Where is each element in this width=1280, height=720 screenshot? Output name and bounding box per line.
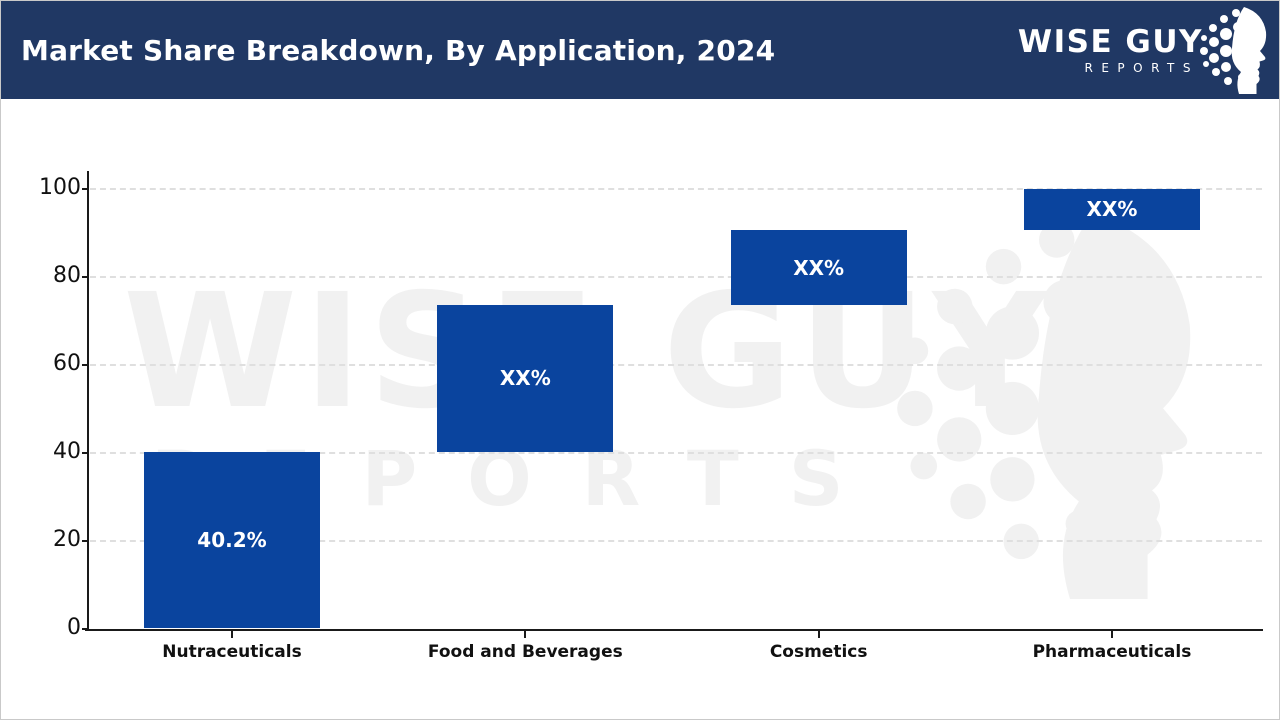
bar-value-label: XX% <box>793 255 845 280</box>
logo-subtitle: REPORTS <box>1084 61 1199 76</box>
bar-value-label: XX% <box>499 366 551 391</box>
x-tick-mark <box>524 630 527 638</box>
y-tick-mark <box>82 275 89 278</box>
y-tick-label: 40 <box>53 438 81 464</box>
x-tick-mark <box>231 630 233 638</box>
bar-cosmetics: XX% <box>730 230 907 306</box>
bar-food-and-beverages: XX% <box>437 305 614 452</box>
y-tick-mark <box>82 451 89 454</box>
wiseguy-logo: WISE GUY REPORTS <box>1017 7 1267 94</box>
y-tick-label: 60 <box>53 350 81 376</box>
x-tick-label-cosmetics: Cosmetics <box>769 641 868 662</box>
y-tick-mark <box>82 539 89 542</box>
logo-wordmark: WISE GUY <box>1017 23 1203 60</box>
gridline-y-100 <box>90 187 1262 190</box>
bar-nutraceuticals: 40.2% <box>144 451 320 629</box>
bar-pharmaceuticals: XX% <box>1023 188 1200 231</box>
bar-value-label: XX% <box>1086 197 1138 222</box>
y-tick-label: 20 <box>53 526 81 552</box>
bar-value-label: 40.2% <box>197 528 267 553</box>
logo-face-icon <box>1200 7 1267 94</box>
y-tick-label: 100 <box>39 174 81 200</box>
x-tick-mark <box>817 630 820 638</box>
y-tick-label: 0 <box>67 614 81 640</box>
x-tick-label-food-and-beverages: Food and Beverages <box>427 641 623 662</box>
header-band: Market Share Breakdown, By Application, … <box>1 1 1279 99</box>
watermark-face-icon <box>897 213 1191 599</box>
x-tick-label-nutraceuticals: Nutraceuticals <box>162 641 302 662</box>
y-tick-mark <box>82 187 89 190</box>
gridline-y-20 <box>90 539 1262 542</box>
x-tick-mark <box>1110 630 1113 638</box>
gridline-y-40 <box>90 451 1262 454</box>
x-axis-spine <box>85 628 1263 631</box>
gridline-y-80 <box>90 275 1262 278</box>
gridline-y-60 <box>90 363 1262 366</box>
x-tick-label-pharmaceuticals: Pharmaceuticals <box>1032 641 1192 662</box>
page-title: Market Share Breakdown, By Application, … <box>21 33 776 67</box>
y-axis-spine <box>87 171 89 631</box>
y-tick-mark <box>82 363 89 366</box>
y-tick-label: 80 <box>53 262 81 288</box>
